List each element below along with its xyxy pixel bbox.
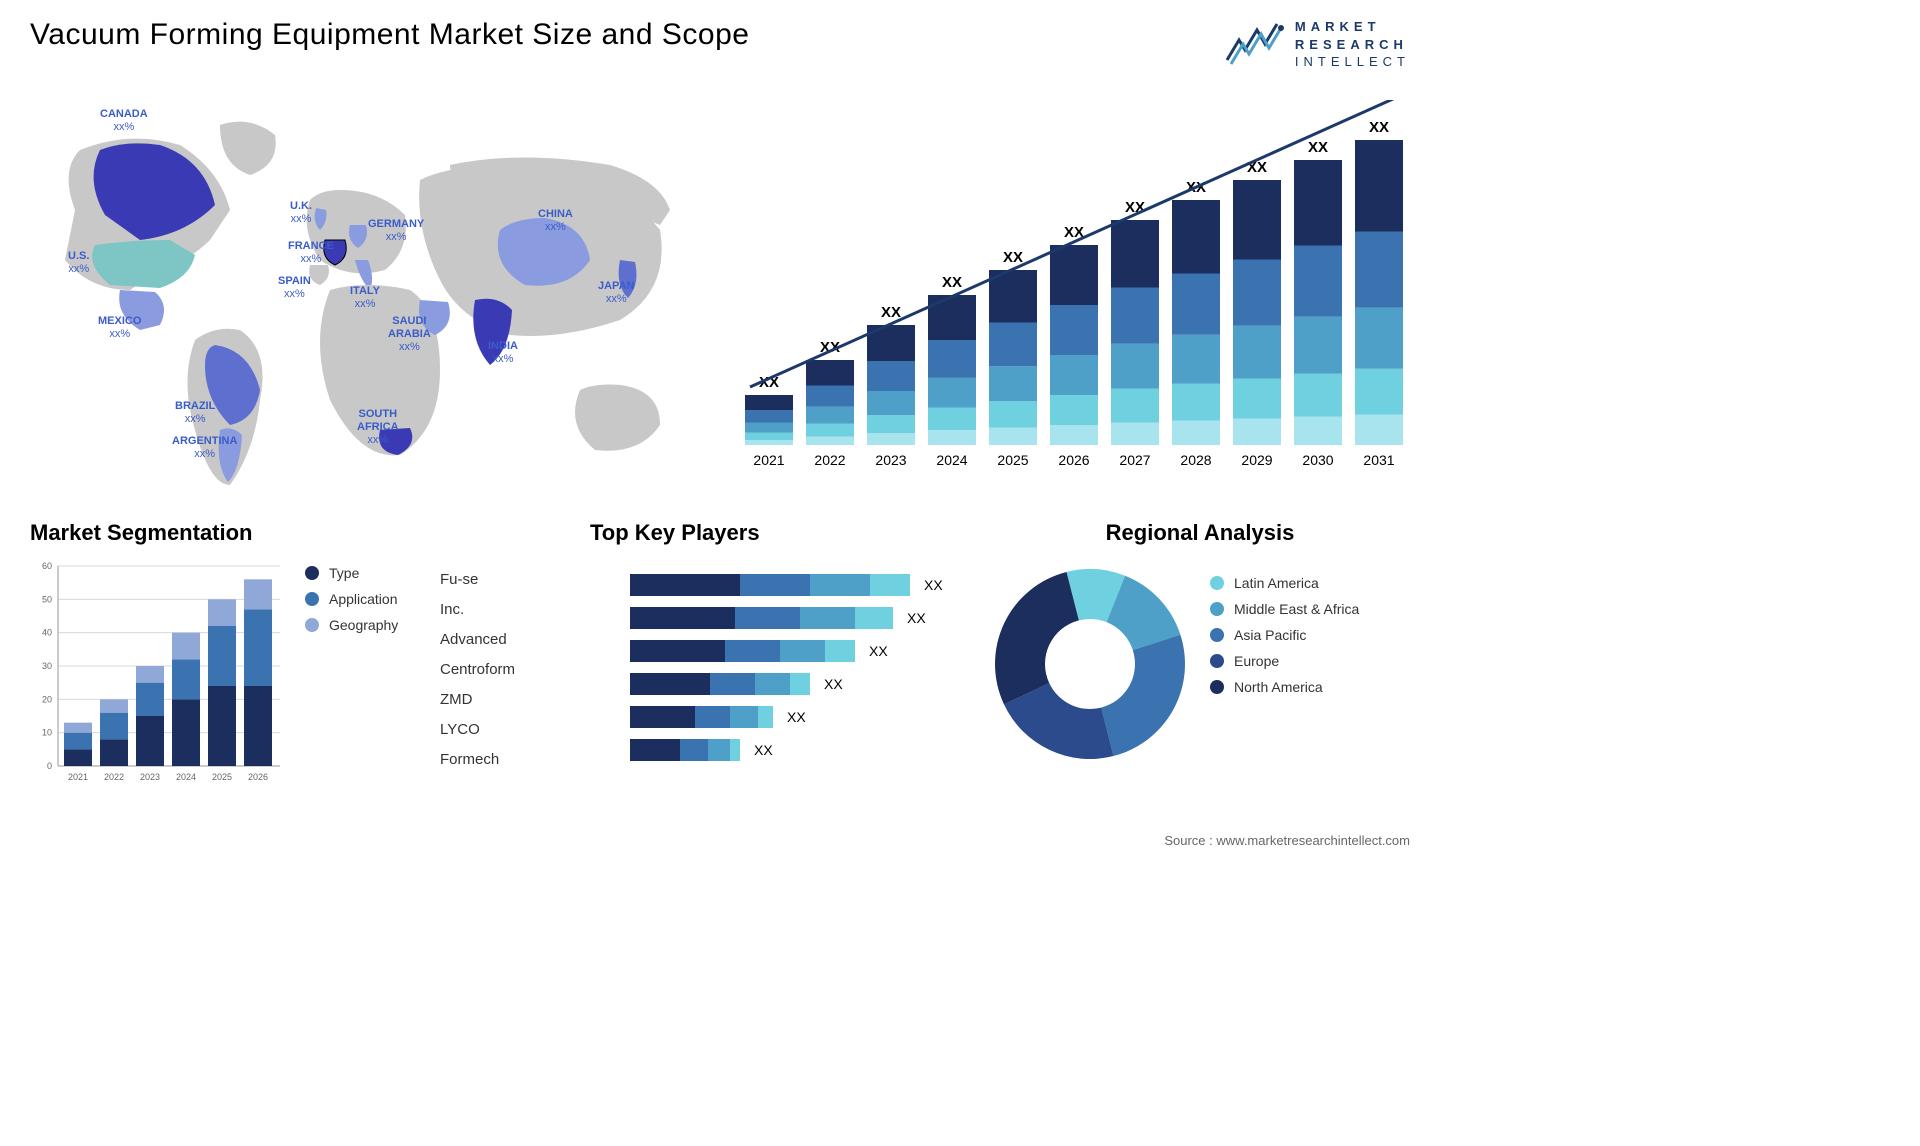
players-title: Top Key Players — [590, 520, 990, 546]
segmentation-section: Market Segmentation 0 10 20 30 40 50 60 2021 202… — [30, 520, 510, 796]
svg-text:2025: 2025 — [997, 452, 1028, 468]
map-label: SAUDIARABIAxx% — [388, 315, 431, 355]
map-label: MEXICOxx% — [98, 315, 141, 341]
legend-item: North America — [1210, 679, 1359, 695]
svg-text:2026: 2026 — [248, 772, 268, 782]
logo-icon — [1225, 20, 1285, 68]
company-list-item: Centroform — [440, 655, 515, 685]
svg-text:20: 20 — [42, 694, 52, 704]
company-list-item: Fu-se — [440, 565, 515, 595]
map-label: JAPANxx% — [598, 280, 634, 306]
legend-item: Application — [305, 591, 398, 607]
svg-text:XX: XX — [881, 304, 901, 321]
logo-line3: INTELLECT — [1295, 53, 1410, 71]
svg-text:2028: 2028 — [1180, 452, 1211, 468]
svg-text:XX: XX — [924, 577, 943, 593]
svg-text:2022: 2022 — [104, 772, 124, 782]
svg-text:XX: XX — [754, 742, 773, 758]
legend-item: Asia Pacific — [1210, 627, 1359, 643]
page-title: Vacuum Forming Equipment Market Size and… — [30, 18, 749, 52]
legend-item: Type — [305, 565, 398, 581]
regional-legend: Latin America Middle East & Africa Asia Pa… — [1210, 565, 1359, 705]
legend-item: Middle East & Africa — [1210, 601, 1359, 617]
legend-item: Geography — [305, 617, 398, 633]
company-list-item: Advanced — [440, 625, 515, 655]
svg-text:XX: XX — [1369, 119, 1389, 136]
company-list-item: ZMD — [440, 685, 515, 715]
svg-text:XX: XX — [869, 643, 888, 659]
company-list-item: Formech — [440, 745, 515, 775]
company-list-item: Inc. — [440, 595, 515, 625]
svg-text:2029: 2029 — [1241, 452, 1272, 468]
segmentation-title: Market Segmentation — [30, 520, 510, 546]
svg-text:2024: 2024 — [936, 452, 967, 468]
map-label: U.S.xx% — [68, 250, 89, 276]
logo-line2: RESEARCH — [1295, 36, 1410, 54]
segmentation-legend: Type Application Geography — [305, 555, 398, 643]
source-attribution: Source : www.marketresearchintellect.com — [1164, 833, 1410, 848]
svg-text:2023: 2023 — [140, 772, 160, 782]
svg-text:40: 40 — [42, 628, 52, 638]
logo-line1: MARKET — [1295, 18, 1410, 36]
svg-text:10: 10 — [42, 728, 52, 738]
regional-section: Regional Analysis Latin America Middle Ea… — [990, 520, 1410, 769]
map-label: INDIAxx% — [488, 340, 518, 366]
map-label: CANADAxx% — [100, 108, 148, 134]
svg-text:2030: 2030 — [1302, 452, 1333, 468]
svg-text:60: 60 — [42, 561, 52, 571]
map-label: CHINAxx% — [538, 208, 573, 234]
legend-item: Europe — [1210, 653, 1359, 669]
map-label: FRANCExx% — [288, 240, 334, 266]
svg-text:XX: XX — [1003, 249, 1023, 266]
map-label: SOUTHAFRICAxx% — [357, 408, 399, 448]
svg-text:XX: XX — [942, 274, 962, 291]
map-label: U.K.xx% — [290, 200, 312, 226]
svg-text:2021: 2021 — [68, 772, 88, 782]
map-label: SPAINxx% — [278, 275, 311, 301]
svg-text:XX: XX — [1308, 139, 1328, 156]
map-label: BRAZILxx% — [175, 400, 215, 426]
svg-text:XX: XX — [787, 709, 806, 725]
svg-text:2027: 2027 — [1119, 452, 1150, 468]
legend-item: Latin America — [1210, 575, 1359, 591]
growth-bar-chart: XX2021XX2022XX2023XX2024XX2025XX2026XX20… — [730, 100, 1410, 480]
svg-text:2025: 2025 — [212, 772, 232, 782]
svg-text:XX: XX — [907, 610, 926, 626]
map-label: ARGENTINAxx% — [172, 435, 237, 461]
svg-text:30: 30 — [42, 661, 52, 671]
players-section: Top Key Players XX XX XX XX XX XX — [590, 520, 990, 799]
svg-text:2031: 2031 — [1363, 452, 1394, 468]
svg-text:0: 0 — [47, 761, 52, 771]
svg-text:2022: 2022 — [814, 452, 845, 468]
svg-text:2021: 2021 — [753, 452, 784, 468]
svg-text:2023: 2023 — [875, 452, 906, 468]
company-list-item: LYCO — [440, 715, 515, 745]
svg-text:2024: 2024 — [176, 772, 196, 782]
svg-text:2026: 2026 — [1058, 452, 1089, 468]
world-map: CANADAxx% U.S.xx% MEXICOxx% BRAZILxx% ARGENT… — [20, 90, 700, 490]
regional-title: Regional Analysis — [990, 520, 1410, 546]
svg-text:XX: XX — [824, 676, 843, 692]
map-label: ITALYxx% — [350, 285, 380, 311]
map-label: GERMANYxx% — [368, 218, 424, 244]
segmentation-company-list: Fu-seInc.AdvancedCentroformZMDLYCOFormec… — [440, 565, 515, 775]
svg-text:50: 50 — [42, 594, 52, 604]
brand-logo: MARKET RESEARCH INTELLECT — [1225, 18, 1410, 71]
